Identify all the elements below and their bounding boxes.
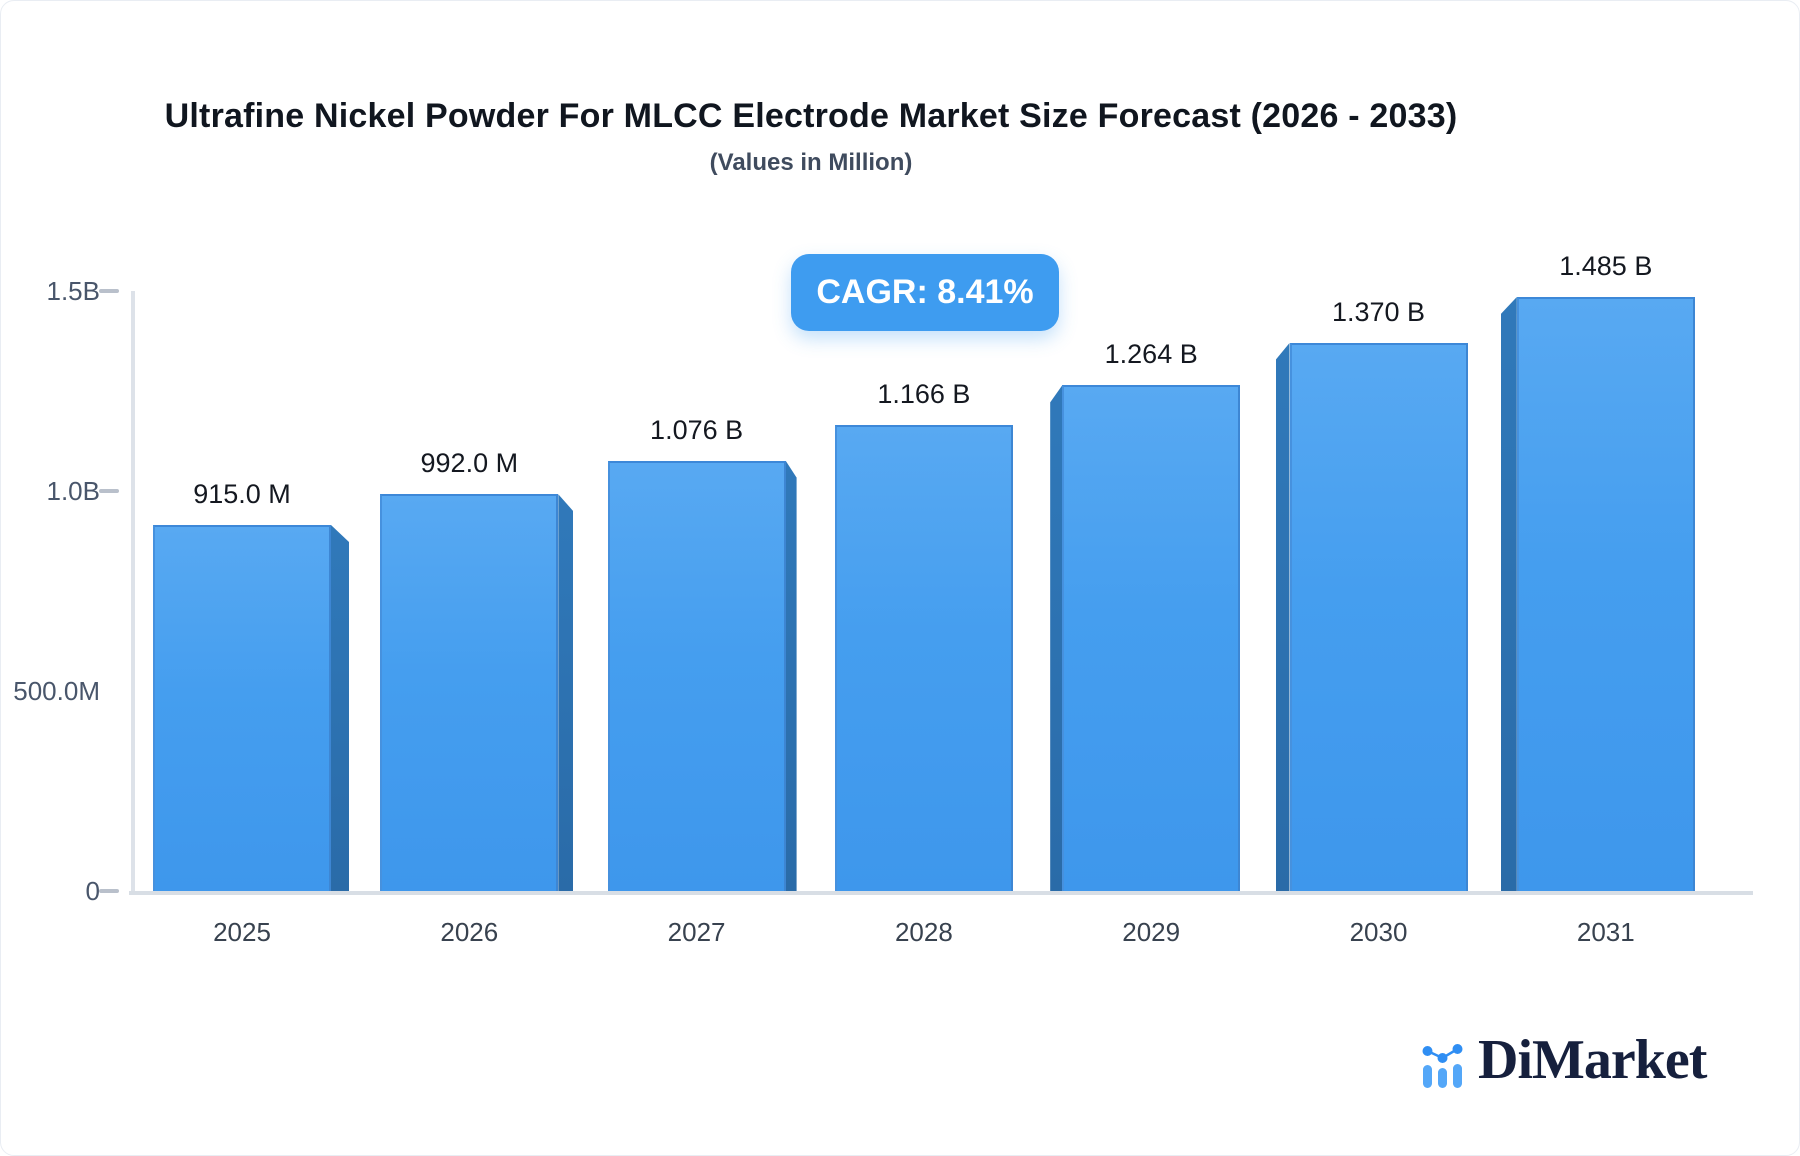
x-tick-label: 2029 bbox=[1122, 917, 1181, 947]
cagr-badge: CAGR: 8.41% bbox=[791, 254, 1059, 331]
y-tick-label: 1.0B bbox=[46, 476, 101, 506]
bar bbox=[153, 525, 331, 891]
y-tick-dash bbox=[99, 489, 119, 493]
chart-title: Ultrafine Nickel Powder For MLCC Electro… bbox=[164, 97, 1458, 135]
bar-value-label: 1.370 B bbox=[1331, 297, 1426, 327]
bar bbox=[1289, 343, 1468, 891]
y-tick-label: 500.0M bbox=[13, 676, 100, 706]
bar-value-label: 1.485 B bbox=[1559, 251, 1653, 281]
bar-side-face bbox=[785, 460, 797, 891]
bar-value-label: 1.076 B bbox=[650, 414, 744, 445]
logo-text: DiMarket bbox=[1478, 1029, 1707, 1091]
x-tick-label: 2030 bbox=[1349, 917, 1408, 947]
y-tick-label: 0 bbox=[85, 876, 100, 906]
bar bbox=[607, 460, 786, 891]
x-tick-label: 2031 bbox=[1576, 917, 1635, 947]
bar-value-label: 915.0 M bbox=[193, 479, 291, 509]
x-tick-label: 2025 bbox=[213, 917, 271, 947]
bar bbox=[1516, 297, 1695, 891]
logo-chart-icon bbox=[1422, 1044, 1463, 1088]
x-tick-label: 2027 bbox=[667, 917, 726, 947]
bar-side-face bbox=[331, 525, 349, 891]
x-tick-label: 2028 bbox=[894, 917, 953, 947]
bar bbox=[1062, 385, 1241, 891]
brand-logo: DiMarket bbox=[1422, 1029, 1707, 1091]
bar-side-face bbox=[1050, 385, 1063, 891]
y-tick-label: 1.5B bbox=[46, 276, 101, 306]
bar bbox=[380, 494, 559, 891]
chart-subtitle: (Values in Million) bbox=[709, 149, 913, 176]
bar-side-face bbox=[1500, 297, 1517, 891]
bar-side-face bbox=[1275, 343, 1290, 891]
bar-side-face bbox=[558, 494, 574, 891]
y-tick-dash bbox=[99, 289, 119, 293]
x-tick-label: 2026 bbox=[440, 917, 499, 947]
bar bbox=[834, 424, 1013, 891]
bar-value-label: 1.264 B bbox=[1104, 339, 1198, 370]
x-axis-line bbox=[129, 891, 1753, 895]
bar-value-label: 1.166 B bbox=[877, 378, 971, 409]
y-tick-dash bbox=[99, 889, 119, 893]
y-axis-line bbox=[131, 291, 135, 893]
bar-value-label: 992.0 M bbox=[420, 448, 519, 479]
